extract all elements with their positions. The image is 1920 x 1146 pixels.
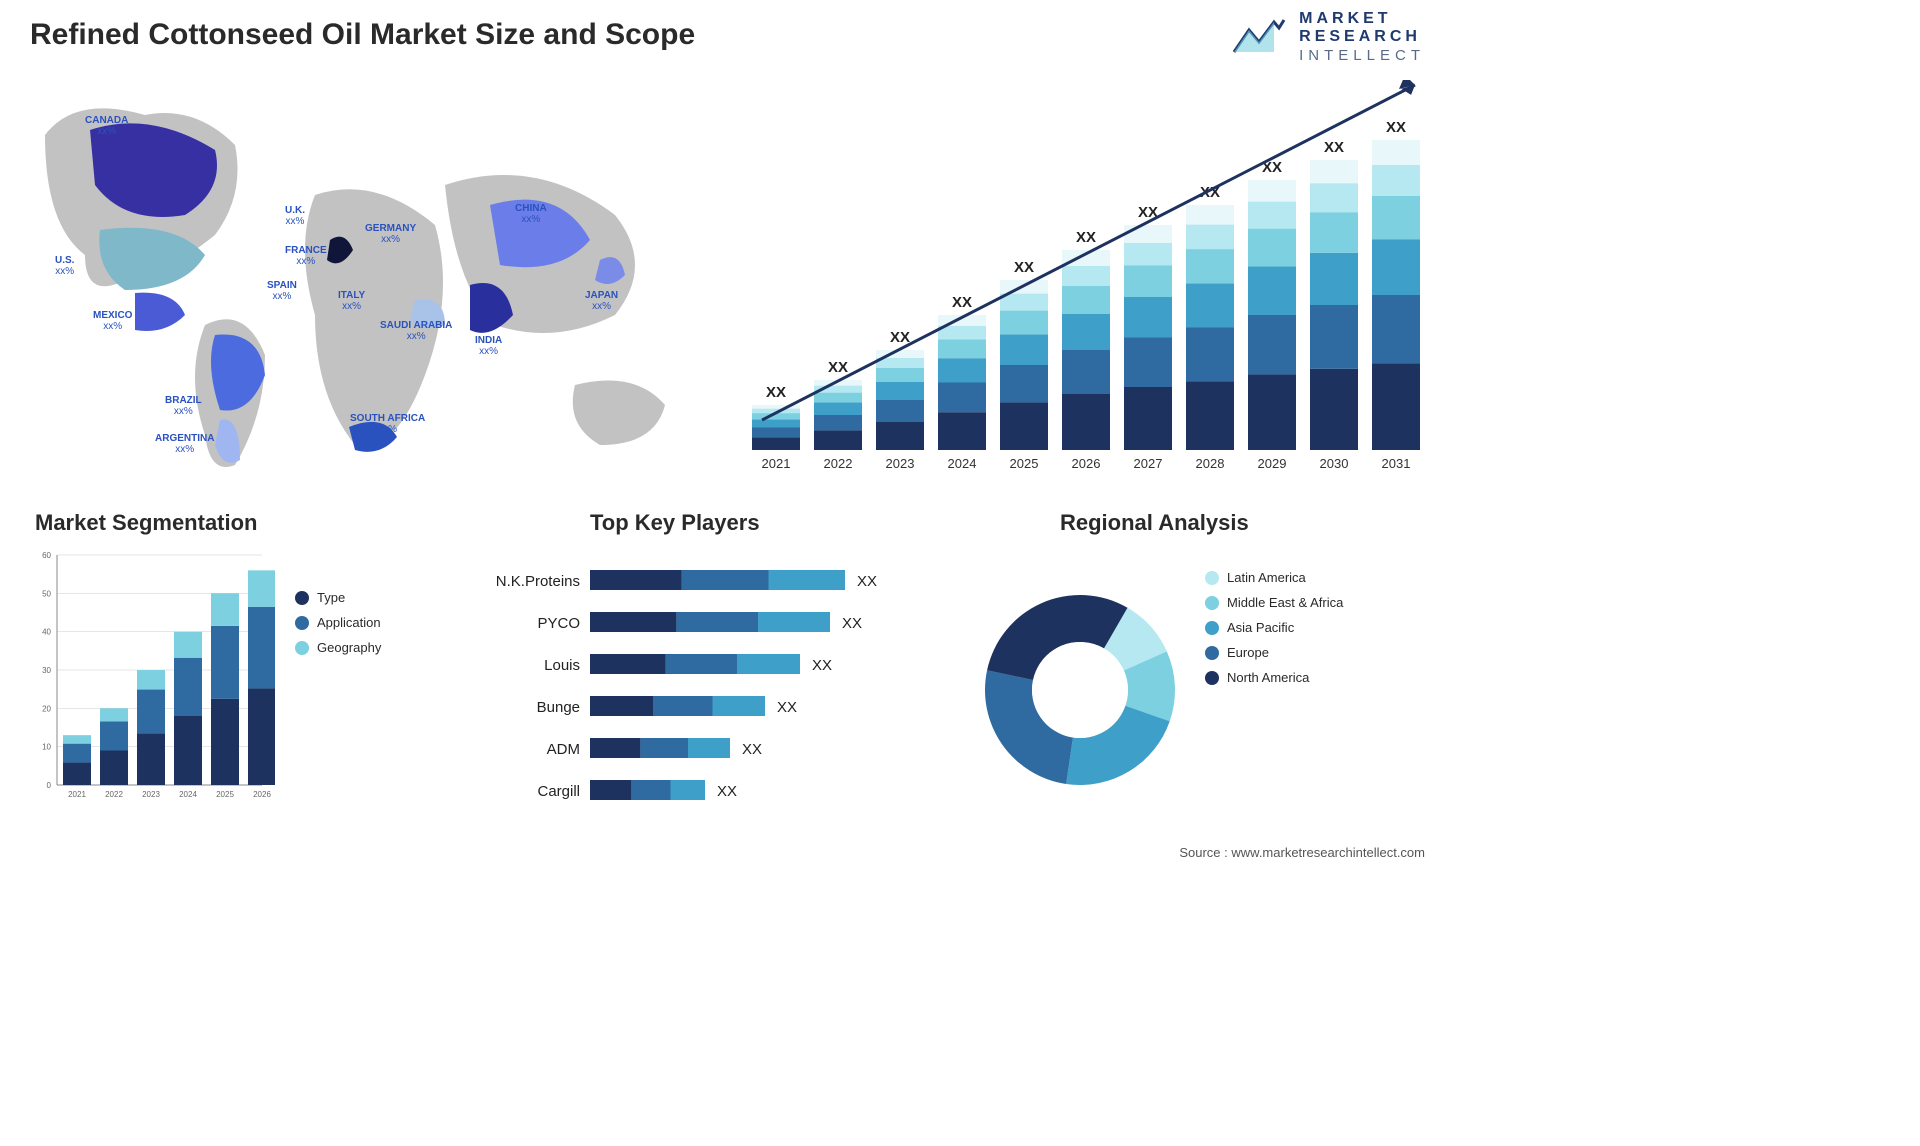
svg-text:XX: XX (1014, 259, 1034, 276)
svg-text:XX: XX (828, 359, 848, 376)
growth-chart: 2021 XX 2022 XX 2023 XX 2024 XX 2025 XX 2026 XX 2027… (740, 80, 1440, 480)
map-label-germany: GERMANYxx% (365, 223, 416, 245)
svg-text:2028: 2028 (1196, 456, 1225, 471)
brand-logo: MARKET RESEARCH INTELLECT (1229, 10, 1425, 64)
svg-text:2025: 2025 (1010, 456, 1039, 471)
map-label-u-k-: U.K.xx% (285, 205, 305, 227)
svg-text:2024: 2024 (179, 790, 197, 799)
segmentation-legend-item: Geography (295, 640, 381, 655)
svg-text:XX: XX (742, 741, 762, 758)
svg-text:2022: 2022 (824, 456, 853, 471)
svg-text:XX: XX (890, 329, 910, 346)
map-label-south-africa: SOUTH AFRICAxx% (350, 413, 425, 435)
key-players-title: Top Key Players (590, 510, 960, 536)
svg-text:XX: XX (952, 294, 972, 311)
map-label-mexico: MEXICOxx% (93, 310, 132, 332)
world-map-panel: CANADAxx% U.S.xx% MEXICOxx% BRAZILxx% ARGENT… (15, 75, 715, 475)
segmentation-legend-item: Application (295, 615, 381, 630)
source-attribution: Source : www.marketresearchintellect.com (1179, 845, 1425, 860)
map-label-japan: JAPANxx% (585, 290, 618, 312)
regional-panel: Regional Analysis Latin America Middle Ea… (970, 510, 1440, 820)
svg-text:XX: XX (842, 615, 862, 632)
svg-text:2022: 2022 (105, 790, 123, 799)
svg-text:PYCO: PYCO (537, 615, 580, 632)
svg-text:2024: 2024 (948, 456, 977, 471)
segmentation-title: Market Segmentation (35, 510, 435, 536)
map-label-argentina: ARGENTINAxx% (155, 433, 214, 455)
svg-text:XX: XX (857, 573, 877, 590)
segmentation-legend-item: Type (295, 590, 381, 605)
svg-text:XX: XX (777, 699, 797, 716)
map-label-canada: CANADAxx% (85, 115, 128, 137)
page-title: Refined Cottonseed Oil Market Size and S… (30, 18, 695, 52)
map-label-saudi-arabia: SAUDI ARABIAxx% (380, 320, 452, 342)
svg-text:XX: XX (766, 384, 786, 401)
segmentation-chart: 0 10 20 30 40 50 60 2021 2022 2023 2024 2025 2026 (35, 545, 275, 825)
regional-legend-item: North America (1205, 670, 1343, 685)
svg-text:2027: 2027 (1134, 456, 1163, 471)
regional-donut-chart (970, 540, 1190, 810)
svg-text:XX: XX (1324, 139, 1344, 156)
segmentation-legend: Type Application Geography (295, 590, 381, 655)
svg-text:XX: XX (1076, 229, 1096, 246)
regional-legend-item: Middle East & Africa (1205, 595, 1343, 610)
key-players-panel: Top Key Players N.K.Proteins XX PYCO XX Loui… (450, 510, 960, 820)
svg-text:2026: 2026 (253, 790, 271, 799)
regional-legend-item: Europe (1205, 645, 1343, 660)
svg-text:Cargill: Cargill (537, 783, 580, 800)
regional-legend: Latin America Middle East & Africa Asia Pa… (1205, 570, 1343, 685)
map-label-brazil: BRAZILxx% (165, 395, 202, 417)
svg-text:30: 30 (42, 666, 51, 675)
svg-text:2030: 2030 (1320, 456, 1349, 471)
svg-text:50: 50 (42, 589, 51, 598)
logo-line2: RESEARCH (1299, 28, 1425, 46)
map-label-italy: ITALYxx% (338, 290, 365, 312)
svg-text:10: 10 (42, 743, 51, 752)
segmentation-panel: Market Segmentation 0 10 20 30 40 50 60 2021 202… (35, 510, 435, 820)
map-label-spain: SPAINxx% (267, 280, 297, 302)
map-label-india: INDIAxx% (475, 335, 502, 357)
map-label-france: FRANCExx% (285, 245, 327, 267)
svg-text:ADM: ADM (547, 741, 580, 758)
key-players-chart: N.K.Proteins XX PYCO XX Louis XX Bunge XX ADM XX C… (450, 550, 960, 830)
svg-text:XX: XX (812, 657, 832, 674)
svg-text:60: 60 (42, 551, 51, 560)
map-label-u-s-: U.S.xx% (55, 255, 74, 277)
map-label-china: CHINAxx% (515, 203, 547, 225)
svg-text:2021: 2021 (68, 790, 86, 799)
logo-line1: MARKET (1299, 10, 1425, 28)
logo-line3: INTELLECT (1299, 47, 1425, 64)
svg-text:2023: 2023 (886, 456, 915, 471)
svg-text:20: 20 (42, 704, 51, 713)
svg-text:2021: 2021 (762, 456, 791, 471)
regional-legend-item: Asia Pacific (1205, 620, 1343, 635)
logo-icon (1229, 12, 1289, 62)
svg-text:2026: 2026 (1072, 456, 1101, 471)
svg-text:Louis: Louis (544, 657, 580, 674)
svg-text:Bunge: Bunge (537, 699, 580, 716)
svg-text:2029: 2029 (1258, 456, 1287, 471)
svg-text:2025: 2025 (216, 790, 234, 799)
svg-text:0: 0 (47, 781, 52, 790)
svg-text:XX: XX (1386, 119, 1406, 136)
svg-text:40: 40 (42, 628, 51, 637)
svg-text:2031: 2031 (1382, 456, 1411, 471)
svg-text:N.K.Proteins: N.K.Proteins (496, 573, 580, 590)
svg-text:2023: 2023 (142, 790, 160, 799)
growth-chart-panel: 2021 XX 2022 XX 2023 XX 2024 XX 2025 XX 2026 XX 2027… (740, 80, 1440, 480)
regional-legend-item: Latin America (1205, 570, 1343, 585)
regional-title: Regional Analysis (1060, 510, 1440, 536)
svg-text:XX: XX (717, 783, 737, 800)
